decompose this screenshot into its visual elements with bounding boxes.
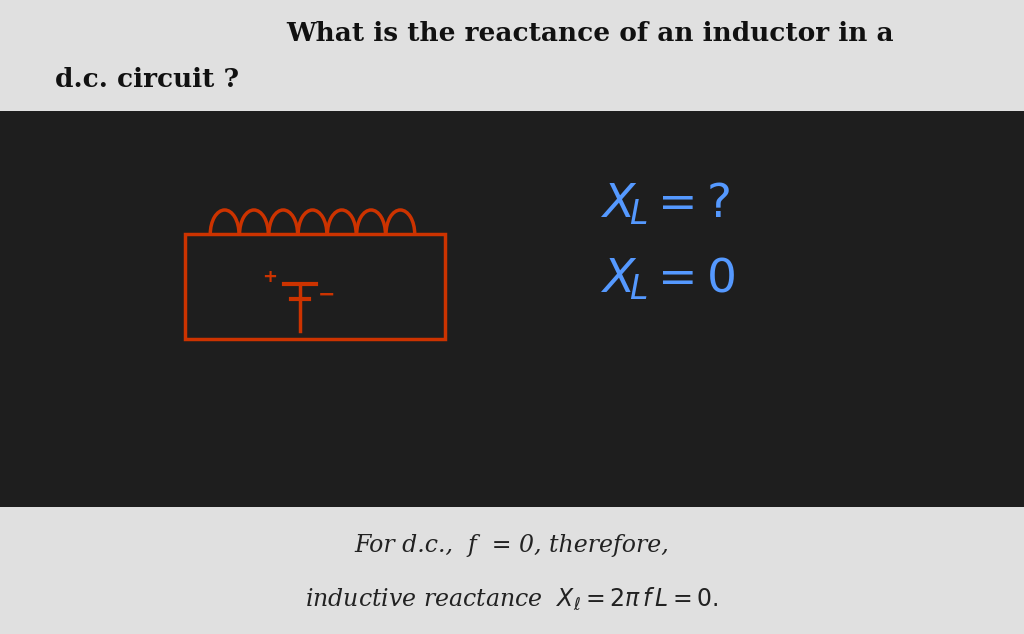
FancyBboxPatch shape [0,507,1024,634]
Text: d.c. circuit ?: d.c. circuit ? [55,67,239,93]
Bar [185,234,445,339]
Text: inductive reactance  $X_{\ell} = 2\pi\, f\, L = 0.$: inductive reactance $X_{\ell} = 2\pi\, f… [305,585,719,612]
Text: −: − [318,285,336,305]
FancyBboxPatch shape [0,0,1024,111]
Text: For d.c.,  f  = 0, therefore,: For d.c., f = 0, therefore, [354,534,670,557]
Text: $X_{\!L} = 0$: $X_{\!L} = 0$ [600,256,735,302]
Text: +: + [262,268,278,286]
Text: $X_{\!L} = ?$: $X_{\!L} = ?$ [600,181,730,227]
Text: What is the reactance of an inductor in a: What is the reactance of an inductor in … [286,21,894,46]
